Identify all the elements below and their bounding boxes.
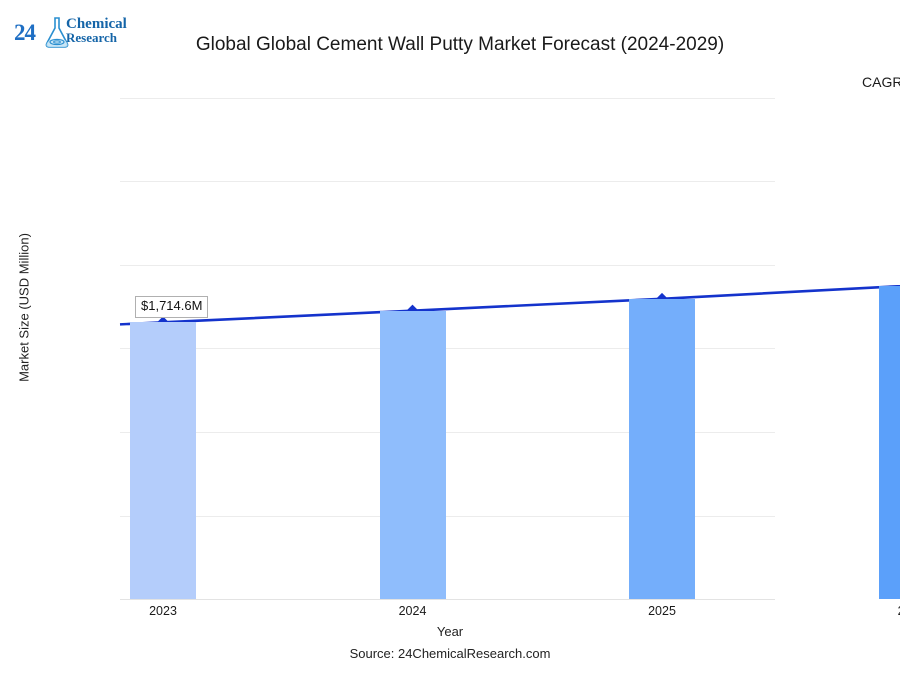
x-axis-tick-label: 2024 (398, 604, 427, 618)
source-note: Source: 24ChemicalResearch.com (349, 646, 551, 661)
gridline (120, 348, 775, 350)
chart-title: Global Global Cement Wall Putty Market F… (195, 34, 725, 55)
x-axis-tick-label: 2026 (852, 604, 900, 618)
x-axis-tick-label: 2023 (149, 604, 177, 618)
logo-mark-24: 24 (14, 20, 36, 45)
plot-area: $0.0M$517.5M$1,035.0M$1,552.6M$2,070.1M$… (119, 98, 900, 618)
brand-logo: 24 Chemical Research (14, 14, 127, 52)
x-axis-title: Year (436, 624, 464, 639)
bar-2026[interactable] (878, 285, 900, 599)
cagr-annotation: CAGR (862, 74, 900, 90)
bar-2023[interactable] (130, 322, 196, 599)
bar-2025[interactable] (629, 298, 695, 599)
trend-line (119, 284, 900, 326)
gridline (120, 181, 775, 183)
bar-2024[interactable] (379, 310, 446, 599)
y-axis-title: Market Size (USD Million) (16, 233, 32, 382)
gridline (120, 264, 775, 266)
data-label-2023: $1,714.6M (135, 296, 209, 318)
logo-line-2: Research (66, 30, 118, 46)
logo-line-1: Chemical (66, 16, 127, 32)
flask-icon (45, 17, 69, 48)
gridline (120, 432, 775, 433)
x-axis-tick-label: 2025 (648, 604, 676, 618)
logo-wordmark: Chemical Research (66, 16, 127, 46)
x-axis-line (120, 599, 775, 600)
gridline (120, 98, 775, 99)
gridline (120, 515, 775, 517)
